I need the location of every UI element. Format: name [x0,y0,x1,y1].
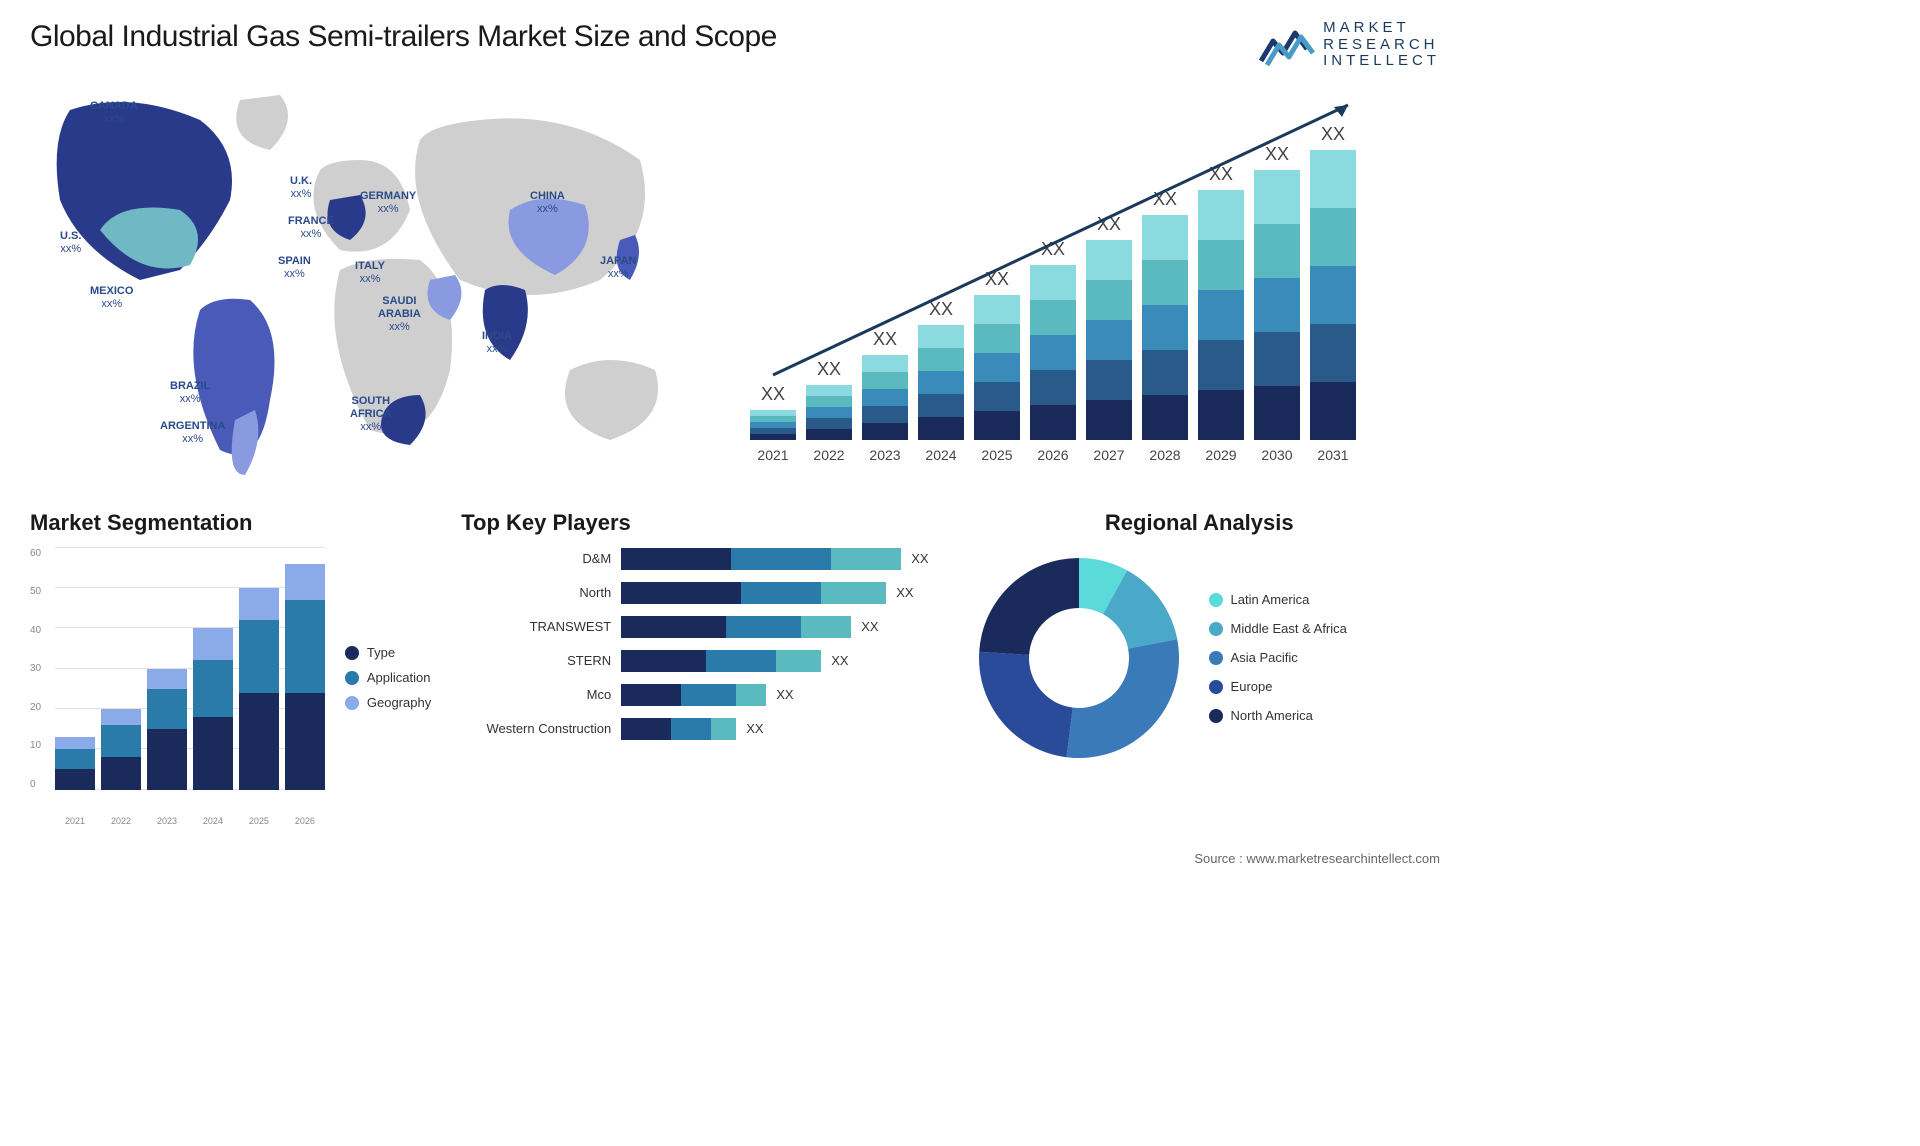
map-label: U.K.xx% [290,175,312,201]
players-panel: Top Key Players D&M North TRANSWEST STERN Mc… [461,510,928,808]
segmentation-bar: 2022 [101,709,141,808]
legend-item: North America [1209,708,1440,723]
growth-chart-panel: XX 2021 XX 2022 XX 2023 XX 2024 XX 2025 XX 2026 XX 20… [720,80,1440,480]
regional-donut-wrap [959,548,1199,768]
svg-text:2021: 2021 [757,447,788,463]
source-attribution: Source : www.marketresearchintellect.com [1194,851,1440,866]
map-label: GERMANYxx% [360,190,416,216]
regional-panel: Regional Analysis Latin America Middle Ea… [959,510,1440,808]
page-title: Global Industrial Gas Semi-trailers Mark… [30,20,777,54]
svg-text:XX: XX [761,384,785,404]
svg-text:XX: XX [817,359,841,379]
players-labels: D&M North TRANSWEST STERN Mco Western Constru… [461,548,611,752]
svg-text:XX: XX [985,269,1009,289]
player-bar-row: XX [621,582,928,604]
players-title: Top Key Players [461,510,928,536]
segmentation-panel: Market Segmentation 0102030405060 202120… [30,510,431,808]
players-bars: XX XX XX XX XX XX [621,548,928,752]
player-bar-row: XX [621,684,928,706]
logo-text-2: RESEARCH [1323,37,1440,54]
map-label: BRAZILxx% [170,380,210,406]
map-label: SAUDIARABIAxx% [378,295,421,335]
world-map-panel: CANADAxx% U.S.xx% MEXICOxx% BRAZILxx% ARGENT… [30,80,690,480]
player-bar-row: XX [621,650,928,672]
map-label: SOUTHAFRICAxx% [350,395,392,435]
player-bar-row: XX [621,548,928,570]
map-label: CHINAxx% [530,190,565,216]
map-label: SPAINxx% [278,255,311,281]
legend-item: Geography [345,695,431,710]
player-label: D&M [461,548,611,570]
svg-text:XX: XX [929,299,953,319]
regional-donut-chart [969,548,1189,768]
legend-item: Europe [1209,679,1440,694]
map-label: INDIAxx% [482,330,512,356]
legend-item: Type [345,645,431,660]
segmentation-bar: 2023 [147,669,187,808]
segmentation-bar: 2026 [285,564,325,808]
logo-mark-icon [1259,23,1315,67]
map-label: ARGENTINAxx% [160,420,225,446]
map-label: FRANCExx% [288,215,334,241]
map-label: JAPANxx% [600,255,636,281]
player-label: Western Construction [461,718,611,740]
svg-text:2029: 2029 [1205,447,1236,463]
logo-text-3: INTELLECT [1323,53,1440,70]
svg-text:2022: 2022 [813,447,844,463]
map-label: ITALYxx% [355,260,385,286]
legend-item: Latin America [1209,592,1440,607]
player-label: Mco [461,684,611,706]
header: Global Industrial Gas Semi-trailers Mark… [30,20,1440,70]
svg-text:2023: 2023 [869,447,900,463]
legend-item: Middle East & Africa [1209,621,1440,636]
segmentation-bars: 202120222023202420252026 [54,548,325,808]
legend-item: Asia Pacific [1209,650,1440,665]
svg-text:2031: 2031 [1317,447,1348,463]
player-bar-row: XX [621,718,928,740]
svg-text:XX: XX [873,329,897,349]
player-label: North [461,582,611,604]
player-label: STERN [461,650,611,672]
svg-text:2024: 2024 [925,447,956,463]
svg-text:2030: 2030 [1261,447,1292,463]
regional-legend: Latin America Middle East & Africa Asia Pa… [1199,548,1440,768]
map-label: CANADAxx% [90,100,138,126]
logo-text-1: MARKET [1323,20,1440,37]
player-bar-row: XX [621,616,928,638]
segmentation-bar: 2025 [239,588,279,808]
segmentation-bar: 2021 [55,737,95,807]
map-label: U.S.xx% [60,230,81,256]
map-label: MEXICOxx% [90,285,133,311]
segmentation-legend: Type Application Geography [345,548,431,808]
growth-chart: XX 2021 XX 2022 XX 2023 XX 2024 XX 2025 XX 2026 XX 20… [720,100,1440,480]
segmentation-y-axis: 0102030405060 [30,548,54,808]
regional-title: Regional Analysis [959,510,1440,536]
svg-text:2028: 2028 [1149,447,1180,463]
svg-text:2025: 2025 [981,447,1012,463]
legend-item: Application [345,670,431,685]
svg-text:2027: 2027 [1093,447,1124,463]
svg-text:XX: XX [1265,144,1289,164]
player-label: TRANSWEST [461,616,611,638]
svg-text:XX: XX [1321,124,1345,144]
segmentation-title: Market Segmentation [30,510,431,536]
segmentation-bar: 2024 [193,628,233,807]
svg-text:2026: 2026 [1037,447,1068,463]
brand-logo: MARKET RESEARCH INTELLECT [1259,20,1440,70]
